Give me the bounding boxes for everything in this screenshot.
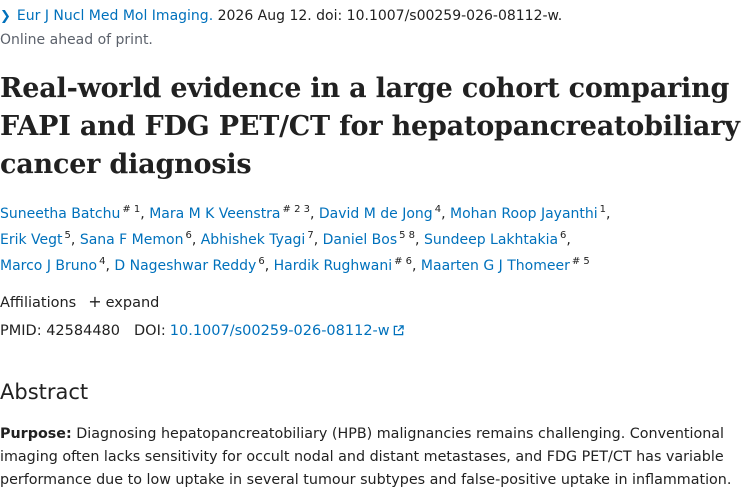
author-link[interactable]: D Nageshwar Reddy [114, 258, 257, 274]
journal-link[interactable]: Eur J Nucl Med Mol Imaging. [16, 8, 214, 24]
abstract-heading: Abstract [0, 380, 89, 404]
identifiers: PMID: 42584480 DOI: 10.1007/s00259-026-081… [0, 320, 404, 342]
author-item: Sana F Memon 6, [79, 230, 201, 248]
author-link[interactable]: Mohan Roop Jayanthi [449, 206, 598, 222]
doi-label: DOI: [134, 323, 166, 339]
author-item: Erik Vegt 5, [0, 230, 80, 248]
author-item: David M de Jong 4, [318, 204, 450, 222]
author-link[interactable]: Sana F Memon [79, 232, 184, 248]
author-link[interactable]: Erik Vegt [0, 232, 63, 248]
author-affiliation-refs[interactable]: 6 [560, 230, 567, 242]
external-link-icon [393, 325, 404, 336]
author-link[interactable]: Suneetha Batchu [0, 206, 121, 222]
doi-link[interactable]: 10.1007/s00259-026-08112-w [170, 323, 404, 339]
chevron-right-icon: ❯ [0, 9, 11, 24]
author-link[interactable]: Daniel Bos [322, 232, 398, 248]
abstract-purpose: Purpose: Diagnosing hepatopancreatobilia… [0, 423, 750, 492]
author-item: Sundeep Lakhtakia 6, [423, 230, 571, 248]
author-affiliation-refs[interactable]: 5 [64, 230, 71, 242]
purpose-label: Purpose: [0, 426, 72, 442]
author-affiliation-refs[interactable]: # 2 3 [282, 204, 310, 216]
expand-label: expand [105, 295, 160, 311]
author-affiliation-refs[interactable]: 1 [599, 204, 607, 216]
pmid-value: 42584480 [46, 323, 121, 339]
author-affiliation-refs[interactable]: # 5 [571, 256, 590, 268]
author-link[interactable]: Marco J Bruno [0, 258, 98, 274]
author-item: Abhishek Tyagi 7, [200, 230, 323, 248]
author-affiliation-refs[interactable]: 6 [258, 256, 265, 268]
plus-icon: + [88, 292, 102, 311]
author-item: D Nageshwar Reddy 6, [114, 256, 274, 274]
author-link[interactable]: David M de Jong [318, 206, 433, 222]
doi-value: 10.1007/s00259-026-08112-w [169, 323, 390, 339]
author-item: Hardik Rughwani # 6, [273, 256, 421, 274]
purpose-text: Diagnosing hepatopancreatobiliary (HPB) … [0, 426, 732, 488]
author-affiliation-refs[interactable]: 5 8 [399, 230, 416, 242]
author-affiliation-refs[interactable]: # 1 [122, 204, 141, 216]
affiliations-toggle[interactable]: Affiliations + expand [0, 291, 159, 314]
author-item: Daniel Bos 5 8, [322, 230, 424, 248]
publication-status: Online ahead of print. [0, 32, 153, 48]
author-affiliation-refs[interactable]: 6 [185, 230, 192, 242]
author-link[interactable]: Hardik Rughwani [273, 258, 393, 274]
author-link[interactable]: Abhishek Tyagi [200, 232, 306, 248]
author-affiliation-refs[interactable]: 7 [307, 230, 314, 242]
author-list: Suneetha Batchu # 1, Mara M K Veenstra # 2… [0, 201, 745, 279]
citation-line: ❯ Eur J Nucl Med Mol Imaging. 2026 Aug 12… [0, 6, 562, 27]
author-item: Mara M K Veenstra # 2 3, [149, 204, 319, 222]
citation-details: 2026 Aug 12. doi: 10.1007/s00259-026-081… [213, 8, 563, 24]
author-item: Suneetha Batchu # 1, [0, 204, 150, 222]
author-link[interactable]: Maarten G J Thomeer [420, 258, 570, 274]
author-affiliation-refs[interactable]: 4 [99, 256, 106, 268]
affiliations-label: Affiliations [0, 295, 77, 311]
author-item: Maarten G J Thomeer # 5 [420, 256, 590, 274]
author-item: Mohan Roop Jayanthi 1, [449, 204, 611, 222]
article-title: Real-world evidence in a large cohort co… [0, 73, 740, 180]
author-link[interactable]: Mara M K Veenstra [149, 206, 281, 222]
author-item: Marco J Bruno 4, [0, 256, 115, 274]
author-link[interactable]: Sundeep Lakhtakia [423, 232, 559, 248]
author-affiliation-refs[interactable]: 4 [434, 204, 442, 216]
author-affiliation-refs[interactable]: # 6 [394, 256, 413, 268]
pmid-label: PMID: [0, 323, 42, 339]
